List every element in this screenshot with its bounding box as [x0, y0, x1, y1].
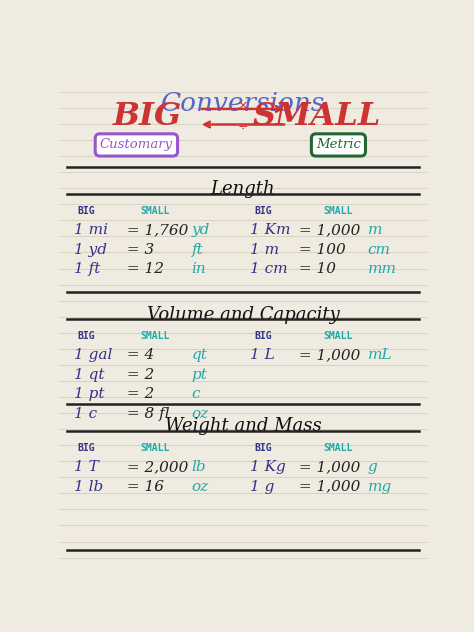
Text: = 16: = 16 [122, 480, 169, 494]
Text: mm: mm [368, 262, 397, 276]
Text: ft: ft [191, 243, 203, 257]
Text: c: c [191, 387, 200, 401]
Text: mL: mL [368, 348, 392, 362]
Text: lb: lb [191, 460, 206, 474]
Text: 1 pt: 1 pt [74, 387, 104, 401]
Text: mg: mg [368, 480, 392, 494]
Text: 1 T: 1 T [74, 460, 99, 474]
Text: 1 c: 1 c [74, 407, 97, 421]
Text: pt: pt [191, 368, 207, 382]
Text: 1 Km: 1 Km [250, 223, 291, 237]
Text: SMALL: SMALL [324, 206, 353, 216]
Text: BIG: BIG [254, 206, 272, 216]
Text: 1 Kg: 1 Kg [250, 460, 286, 474]
Text: BIG: BIG [78, 331, 95, 341]
Text: SMALL: SMALL [252, 101, 381, 132]
Text: SMALL: SMALL [324, 331, 353, 341]
Text: = 1,000: = 1,000 [294, 348, 365, 362]
Text: SMALL: SMALL [140, 443, 169, 453]
Text: 1 gal: 1 gal [74, 348, 112, 362]
Text: Metric: Metric [316, 138, 361, 152]
Text: m: m [368, 223, 383, 237]
Text: in: in [191, 262, 206, 276]
Text: Length: Length [210, 181, 275, 198]
Text: yd: yd [191, 223, 210, 237]
Text: oz: oz [191, 480, 209, 494]
Text: = 100: = 100 [294, 243, 351, 257]
Text: SMALL: SMALL [324, 443, 353, 453]
Text: 1 L: 1 L [250, 348, 275, 362]
Text: 1 g: 1 g [250, 480, 274, 494]
Text: = 2: = 2 [122, 387, 159, 401]
Text: 1 mi: 1 mi [74, 223, 108, 237]
Text: = 3: = 3 [122, 243, 159, 257]
Text: 1 ft: 1 ft [74, 262, 100, 276]
Text: 1 lb: 1 lb [74, 480, 103, 494]
Text: oz: oz [191, 407, 209, 421]
Text: = 12: = 12 [122, 262, 169, 276]
Text: = 1,760: = 1,760 [122, 223, 193, 237]
Text: BIG: BIG [78, 206, 95, 216]
Text: 1 cm: 1 cm [250, 262, 288, 276]
Text: BIG: BIG [113, 101, 182, 132]
Text: = 1,000: = 1,000 [294, 480, 365, 494]
Text: = 4: = 4 [122, 348, 159, 362]
Text: qt: qt [191, 348, 207, 362]
Text: = 8 fl: = 8 fl [122, 407, 174, 421]
Text: = 1,000: = 1,000 [294, 223, 365, 237]
Text: BIG: BIG [254, 331, 272, 341]
Text: 1 qt: 1 qt [74, 368, 104, 382]
Text: 1 m: 1 m [250, 243, 279, 257]
Text: = 2: = 2 [122, 368, 159, 382]
Text: BIG: BIG [254, 443, 272, 453]
Text: Volume and Capacity: Volume and Capacity [146, 305, 339, 324]
Text: cm: cm [368, 243, 391, 257]
Text: SMALL: SMALL [140, 331, 169, 341]
Text: Weight and Mass: Weight and Mass [164, 418, 321, 435]
Text: g: g [368, 460, 378, 474]
Text: ÷: ÷ [237, 120, 248, 133]
Text: 1 yd: 1 yd [74, 243, 107, 257]
Text: = 10: = 10 [294, 262, 341, 276]
Text: BIG: BIG [78, 443, 95, 453]
Text: = 2,000: = 2,000 [122, 460, 193, 474]
Text: Conversions: Conversions [161, 92, 325, 116]
Text: ×: × [237, 99, 248, 112]
Text: = 1,000: = 1,000 [294, 460, 365, 474]
Text: SMALL: SMALL [140, 206, 169, 216]
Text: Customary: Customary [100, 138, 173, 152]
